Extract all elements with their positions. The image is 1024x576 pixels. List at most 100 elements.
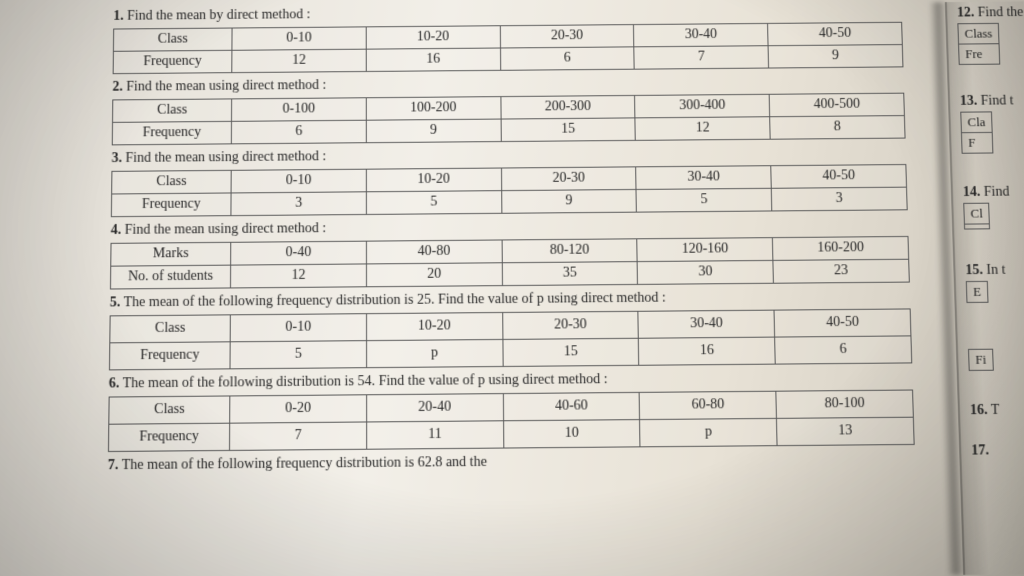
table-row: Frequency5p15166 <box>109 336 911 370</box>
facing-page-line <box>968 346 1024 347</box>
problem-text: Find the mean using direct method : <box>125 149 326 165</box>
table-row: F <box>961 132 993 153</box>
class-interval-cell: 20-30 <box>502 311 638 339</box>
facing-page-line: 12. Find the <box>957 5 1024 21</box>
facing-page-mini-table: Fi <box>968 349 994 371</box>
class-interval-cell: 200-300 <box>501 95 636 119</box>
frequency-cell: p <box>366 339 502 367</box>
facing-page-number: 14. <box>963 185 981 200</box>
facing-page-line: 13. Find t <box>960 94 1024 110</box>
frequency-cell: 8 <box>770 116 905 140</box>
class-interval-cell: 80-120 <box>502 239 638 263</box>
facing-page-line: 15. In t <box>965 263 1024 279</box>
frequency-cell: 20 <box>366 263 502 287</box>
frequency-cell: 3 <box>231 192 366 216</box>
facing-page-text: Find t <box>980 94 1013 109</box>
problem-2: 2. Find the mean using direct method :Cl… <box>112 73 906 145</box>
problem-text: The mean of the following distribution i… <box>123 372 608 391</box>
frequency-cell: 5 <box>636 188 772 212</box>
row-label: Frequency <box>108 423 229 451</box>
class-interval-cell: 300-400 <box>635 94 770 118</box>
problem-text: Find the mean using direct method : <box>125 221 327 238</box>
class-interval-cell: 20-40 <box>366 394 503 422</box>
frequency-table: Class0-100100-200200-300300-400400-500Fr… <box>112 93 906 146</box>
frequency-cell: 16 <box>639 337 776 365</box>
problem-7: 7. The mean of the following frequency d… <box>108 451 916 474</box>
class-interval-cell: 20-30 <box>501 167 636 191</box>
problem-4: 4. Find the mean using direct method : Ma… <box>110 216 910 289</box>
class-interval-cell: 30-40 <box>634 23 768 46</box>
table-row: Fre <box>959 44 1000 65</box>
facing-page-text: Find the <box>977 5 1023 20</box>
row-label: No. of students <box>110 265 230 289</box>
facing-page-line: 14. Find <box>963 185 1024 201</box>
frequency-cell: 35 <box>502 262 638 286</box>
frequency-cell: 30 <box>637 260 773 284</box>
class-interval-cell: 60-80 <box>640 391 777 419</box>
frequency-table: Marks0-4040-8080-120120-160160-200No. of… <box>110 236 910 290</box>
class-interval-cell: 0-20 <box>230 395 367 423</box>
class-interval-cell: 0-10 <box>232 27 366 50</box>
frequency-cell: 15 <box>503 338 640 366</box>
class-interval-cell: 160-200 <box>773 236 909 260</box>
frequency-table: Class0-1010-2020-3030-4040-50Frequency35… <box>111 164 908 217</box>
row-label: Frequency <box>112 121 231 145</box>
facing-page-number: 15. <box>965 263 983 278</box>
class-interval-cell: 40-80 <box>366 240 502 264</box>
class-interval-cell: 10-20 <box>366 26 500 49</box>
table-row: E <box>966 281 988 302</box>
problem-1: 1. Find the mean by direct method :Class… <box>113 2 904 74</box>
frequency-cell: 9 <box>768 45 903 68</box>
table-row <box>964 224 989 229</box>
table-row: Frequency71110p13 <box>108 417 914 451</box>
row-label: Class <box>112 170 232 194</box>
problem-number: 3. <box>111 151 122 166</box>
facing-page-mini-table: E <box>966 281 989 303</box>
class-interval-cell: 30-40 <box>636 166 771 190</box>
class-interval-cell: 40-50 <box>774 309 911 337</box>
problem-number: 5. <box>110 295 121 310</box>
class-interval-cell: 40-50 <box>771 165 907 189</box>
problem-number: 2. <box>112 80 123 95</box>
problem-prompt: 5. The mean of the following frequency d… <box>110 289 911 312</box>
problem-prompt: 6. The mean of the following distributio… <box>109 369 913 392</box>
frequency-cell: 7 <box>634 46 769 69</box>
facing-page-mini-table: ClaF <box>960 111 993 153</box>
frequency-cell: 6 <box>500 47 634 70</box>
frequency-cell: 12 <box>232 49 366 72</box>
row-label: Class <box>110 315 231 343</box>
row-label: Frequency <box>109 342 230 370</box>
facing-page-number: 13. <box>960 94 978 109</box>
problem-6: 6. The mean of the following distributio… <box>108 369 915 452</box>
frequency-cell: 12 <box>635 117 770 141</box>
problem-text: Find the mean using direct method : <box>126 78 326 94</box>
mini-cell: F <box>961 132 993 153</box>
frequency-table: Class0-2020-4040-6060-8080-100Frequency7… <box>108 390 915 453</box>
problem-5: 5. The mean of the following frequency d… <box>109 289 912 371</box>
class-interval-cell: 120-160 <box>637 238 773 262</box>
table-row: Cl <box>964 203 990 224</box>
problem-number: 1. <box>113 9 124 24</box>
class-interval-cell: 20-30 <box>500 25 634 48</box>
problem-number: 4. <box>111 223 122 238</box>
facing-page-number: 16. <box>970 403 988 418</box>
class-interval-cell: 10-20 <box>366 312 502 340</box>
spacer <box>964 229 1024 259</box>
class-interval-cell: 400-500 <box>769 93 904 117</box>
frequency-cell: 12 <box>230 264 366 288</box>
frequency-cell: 13 <box>777 417 915 445</box>
frequency-cell: 5 <box>230 341 366 369</box>
class-interval-cell: 30-40 <box>638 310 775 338</box>
frequency-cell: 7 <box>230 422 367 450</box>
frequency-cell: 23 <box>773 259 909 283</box>
frequency-table: Class0-1010-2020-3030-4040-50Frequency12… <box>113 22 904 74</box>
row-label: Marks <box>111 242 231 266</box>
facing-page-text: T <box>991 403 1000 418</box>
class-interval-cell: 40-60 <box>503 392 640 420</box>
textbook-page: 1. Find the mean by direct method :Class… <box>0 2 1024 576</box>
spacer <box>967 302 1024 343</box>
spacer <box>959 64 1024 90</box>
problem-number: 6. <box>109 376 120 391</box>
mini-cell: E <box>966 281 988 302</box>
row-label: Frequency <box>111 193 231 217</box>
